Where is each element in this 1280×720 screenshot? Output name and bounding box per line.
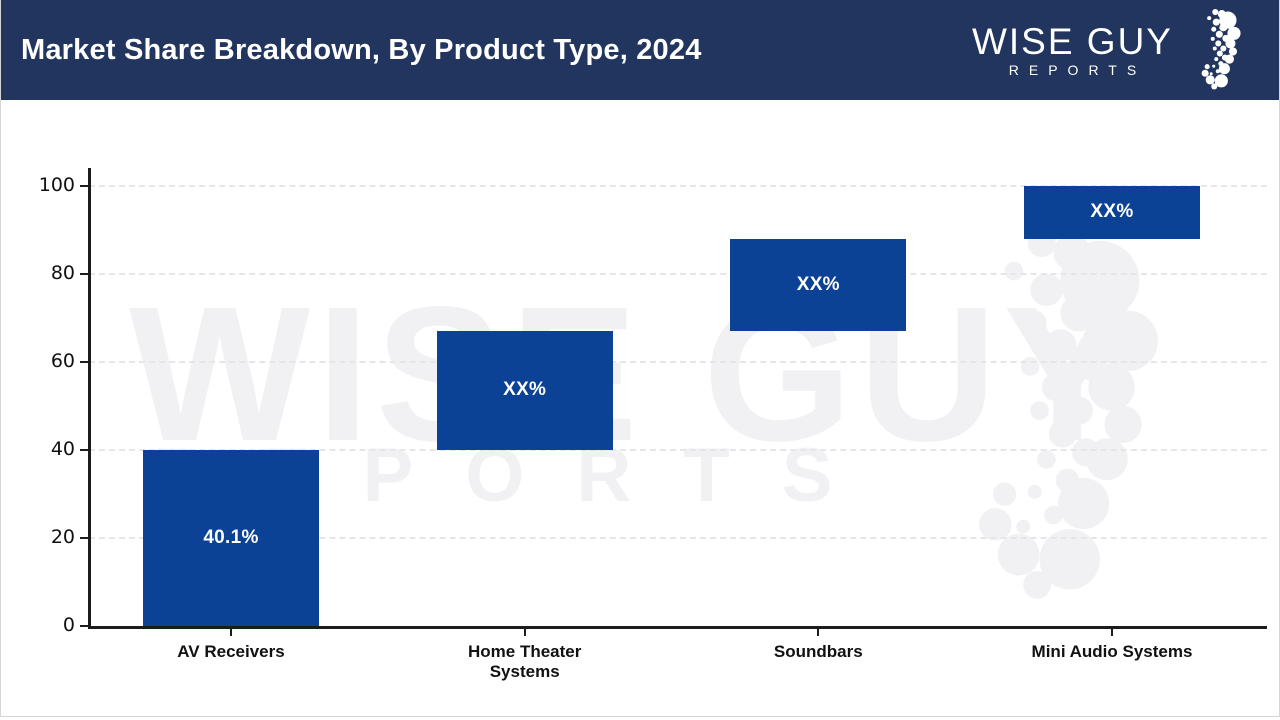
logo-face-icon	[1201, 9, 1241, 90]
plot-area: WISE GUY REPORTS 0 20 40 60 80 100 40.1% XX% XX…	[1, 100, 1280, 717]
x-tick-mark	[817, 628, 820, 636]
y-tick-label-0: 0	[62, 614, 75, 637]
wise-guy-logo: WISE GUY REPORTS	[972, 7, 1253, 93]
logo-subtext: REPORTS	[1008, 62, 1147, 78]
watermark-wordmark: WISE GUY	[129, 266, 1138, 481]
y-tick-mark-40	[80, 449, 88, 451]
logo-text: WISE GUY REPORTS	[972, 23, 1173, 77]
y-axis-line	[88, 168, 91, 628]
y-tick-mark-60	[80, 361, 88, 363]
gridline-20	[89, 537, 1267, 539]
bar-home-theater-systems: XX%	[436, 331, 613, 450]
x-tick-mark	[523, 628, 526, 636]
bar-av-receivers: 40.1%	[143, 449, 319, 626]
y-tick-mark-100	[80, 185, 88, 187]
y-tick-label-40: 40	[50, 438, 75, 461]
header-bar: Market Share Breakdown, By Product Type,…	[1, 0, 1279, 100]
bar-soundbars: XX%	[730, 238, 907, 332]
gridline-80	[89, 273, 1267, 275]
bar-value-label: XX%	[503, 379, 547, 401]
x-category-label-home-theater-systems: Home Theater Systems	[468, 642, 582, 681]
gridline-60	[89, 361, 1267, 363]
x-tick-mark	[230, 628, 232, 636]
x-category-label-soundbars: Soundbars	[773, 642, 863, 661]
bar-value-label: 40.1%	[203, 526, 259, 548]
y-tick-label-60: 60	[50, 350, 75, 373]
chart-title: Market Share Breakdown, By Product Type,…	[21, 33, 702, 66]
y-tick-mark-0	[80, 625, 88, 627]
y-tick-label-20: 20	[50, 526, 75, 549]
y-tick-label-80: 80	[50, 262, 75, 285]
logo-wordmark: WISE GUY	[971, 21, 1173, 62]
watermark-face-icon	[979, 229, 1158, 599]
x-category-label-av-receivers: AV Receivers	[177, 642, 285, 661]
bar-value-label: XX%	[1090, 201, 1134, 223]
bar-value-label: XX%	[796, 273, 840, 295]
x-tick-mark	[1111, 628, 1113, 636]
bar-mini-audio-systems: XX%	[1024, 186, 1200, 239]
y-tick-mark-20	[80, 537, 88, 539]
x-axis-line	[88, 626, 1267, 629]
x-category-label-mini-audio-systems: Mini Audio Systems	[1031, 642, 1193, 661]
y-tick-mark-80	[80, 273, 88, 275]
gridline-100	[89, 185, 1267, 187]
y-tick-label-100: 100	[38, 174, 75, 197]
gridline-40	[89, 449, 1267, 451]
